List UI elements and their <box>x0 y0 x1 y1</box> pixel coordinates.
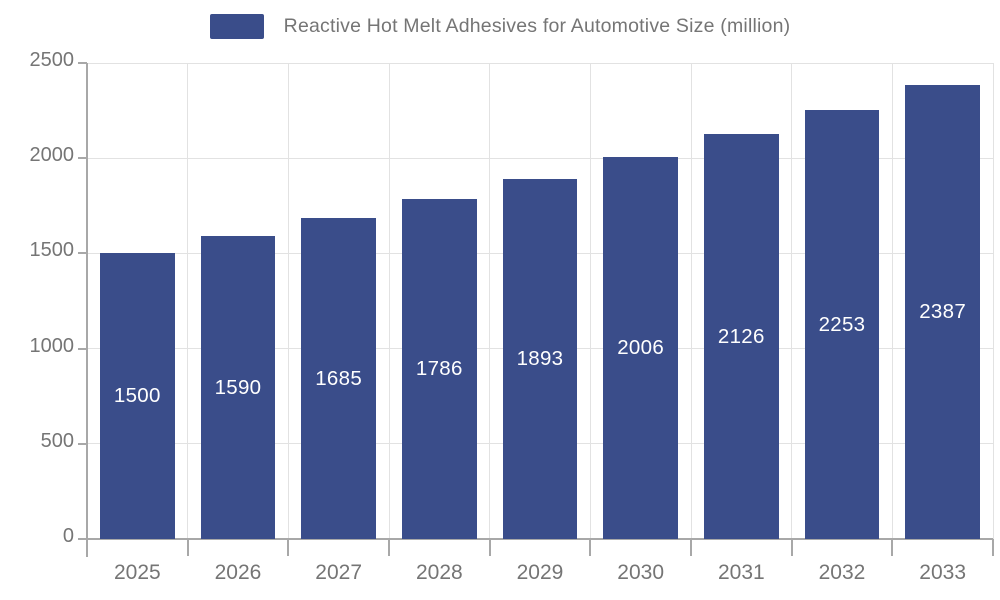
chart-legend[interactable]: Reactive Hot Melt Adhesives for Automoti… <box>0 14 1000 39</box>
y-axis-tick <box>78 442 87 445</box>
bar: 1685 <box>301 218 376 539</box>
x-axis-tick-label: 2030 <box>617 561 665 584</box>
gridline-horizontal <box>87 157 993 159</box>
bar: 2387 <box>905 84 980 539</box>
x-axis-tick <box>488 539 491 556</box>
x-axis-tick-label: 2031 <box>717 561 765 584</box>
x-axis-tick <box>992 539 994 556</box>
legend-swatch <box>209 14 264 39</box>
gridline-vertical <box>388 63 390 539</box>
gridline-vertical <box>489 63 491 539</box>
bar-value-label: 1893 <box>516 346 564 370</box>
x-axis-tick-label: 2025 <box>113 561 161 584</box>
x-axis-tick-label: 2028 <box>415 561 463 584</box>
y-axis-tick-label: 2500 <box>29 49 75 71</box>
bar-value-label: 2253 <box>818 312 866 336</box>
x-axis-tick <box>589 539 592 556</box>
gridline-vertical <box>891 63 893 539</box>
bar: 1893 <box>502 178 578 539</box>
y-axis-tick-label: 0 <box>62 525 74 547</box>
bar: 1786 <box>402 198 477 539</box>
x-axis-tick-label: 2033 <box>919 561 967 584</box>
y-axis-tick <box>78 347 87 350</box>
x-axis-tick-label: 2029 <box>516 561 564 584</box>
gridline-horizontal <box>87 62 993 64</box>
bar: 2006 <box>603 157 678 539</box>
bar-value-label: 1590 <box>214 375 262 399</box>
legend-label: Reactive Hot Melt Adhesives for Automoti… <box>283 15 791 37</box>
y-axis-tick <box>78 157 87 160</box>
y-axis-tick-label: 1000 <box>29 334 75 357</box>
gridline-vertical <box>589 63 591 539</box>
y-axis-tick-label: 1500 <box>29 239 75 262</box>
x-axis-tick-label: 2027 <box>315 561 363 584</box>
bar-value-label: 1786 <box>415 356 463 380</box>
y-axis-line <box>86 63 88 557</box>
bar: 2126 <box>704 134 779 539</box>
x-axis-tick <box>891 539 894 556</box>
x-axis-tick <box>690 539 692 556</box>
gridline-vertical <box>992 63 994 539</box>
bar-value-label: 2006 <box>617 336 665 360</box>
bar: 2253 <box>804 110 880 539</box>
x-axis-tick <box>388 539 390 556</box>
x-axis-tick <box>790 539 793 556</box>
bar: 1500 <box>100 253 175 539</box>
gridline-vertical <box>187 63 189 539</box>
gridline-vertical <box>791 63 793 539</box>
x-axis-line <box>86 538 993 540</box>
bar-value-label: 1685 <box>315 366 363 390</box>
y-axis-tick-label: 2000 <box>29 144 75 167</box>
bar-value-label: 2387 <box>919 299 967 323</box>
y-axis-tick-label: 500 <box>40 429 74 452</box>
bar-value-label: 1500 <box>113 384 161 408</box>
x-axis-tick <box>186 539 189 556</box>
x-axis-tick-label: 2026 <box>214 561 262 584</box>
x-axis-tick-label: 2032 <box>818 561 866 584</box>
gridline-vertical <box>287 63 289 539</box>
y-axis-tick <box>78 538 87 540</box>
gridline-vertical <box>690 63 692 539</box>
bar-value-label: 2126 <box>717 324 765 348</box>
bar: 1590 <box>200 236 276 539</box>
y-axis-tick <box>78 252 87 255</box>
y-axis-tick <box>78 62 87 64</box>
x-axis-tick <box>287 539 290 556</box>
